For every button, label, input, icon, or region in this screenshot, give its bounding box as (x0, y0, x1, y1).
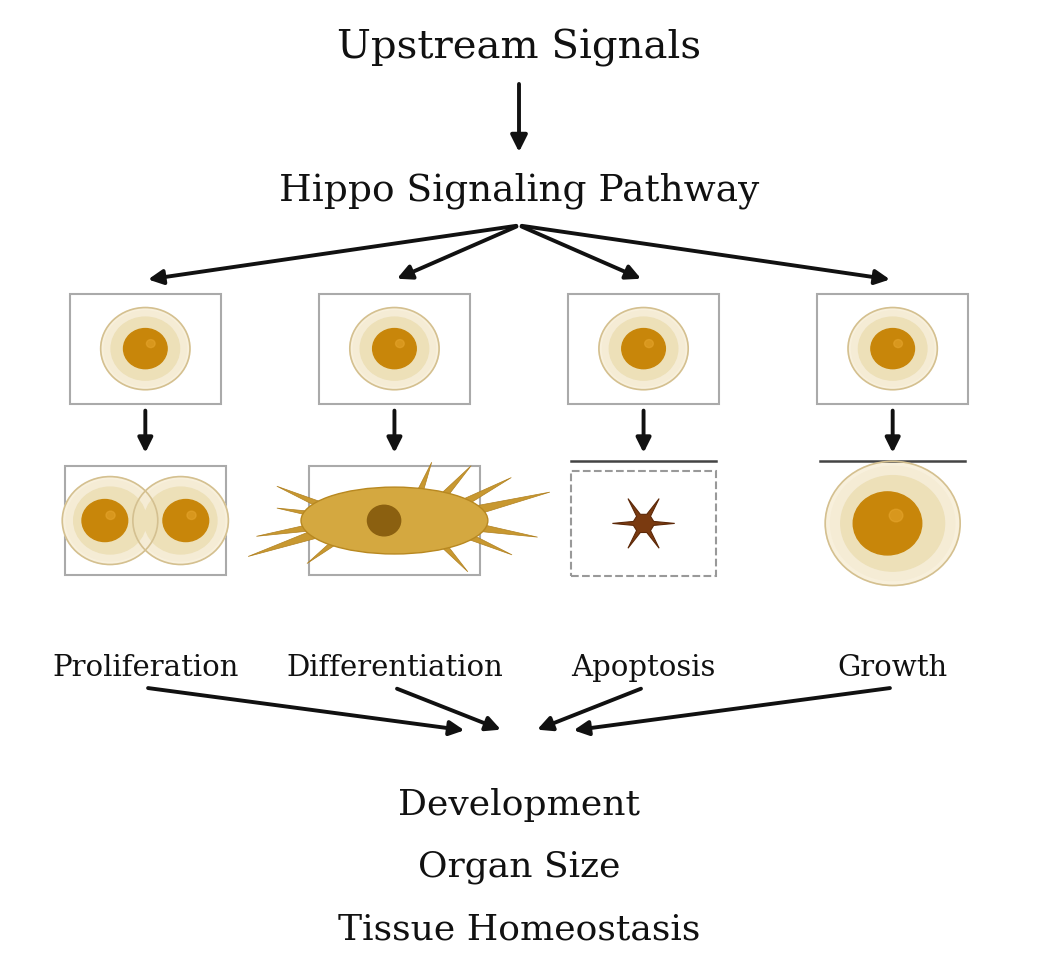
Circle shape (890, 510, 903, 522)
Circle shape (622, 329, 665, 369)
Circle shape (62, 477, 158, 564)
Circle shape (66, 480, 154, 561)
Text: Differentiation: Differentiation (286, 654, 502, 683)
Ellipse shape (301, 488, 488, 554)
Circle shape (104, 311, 187, 386)
Circle shape (163, 500, 209, 541)
Circle shape (124, 329, 167, 369)
Circle shape (851, 311, 934, 386)
Text: Upstream Signals: Upstream Signals (337, 29, 701, 67)
Text: Development: Development (398, 788, 640, 822)
Circle shape (645, 339, 653, 348)
Circle shape (133, 477, 228, 564)
Bar (818, 293, 967, 403)
Circle shape (599, 308, 688, 390)
Circle shape (367, 506, 401, 535)
Bar (309, 466, 480, 576)
Circle shape (82, 500, 128, 541)
Circle shape (894, 339, 902, 348)
Text: Hippo Signaling Pathway: Hippo Signaling Pathway (279, 173, 759, 209)
Polygon shape (277, 508, 334, 521)
Polygon shape (612, 499, 675, 548)
Circle shape (858, 317, 927, 380)
Circle shape (146, 339, 155, 348)
Circle shape (111, 317, 180, 380)
Circle shape (871, 329, 914, 369)
Circle shape (609, 317, 678, 380)
Polygon shape (455, 519, 538, 537)
Circle shape (841, 476, 945, 571)
Circle shape (101, 308, 190, 390)
Text: Growth: Growth (838, 654, 948, 683)
Circle shape (144, 488, 217, 554)
Polygon shape (432, 532, 468, 572)
Text: Tissue Homeostasis: Tissue Homeostasis (337, 912, 701, 946)
Bar (65, 466, 226, 576)
Bar (569, 293, 718, 403)
Circle shape (187, 511, 196, 519)
Polygon shape (445, 478, 512, 515)
Circle shape (395, 339, 404, 348)
Circle shape (137, 480, 224, 561)
Text: Apoptosis: Apoptosis (571, 654, 716, 683)
Circle shape (360, 317, 429, 380)
Polygon shape (412, 462, 432, 504)
Polygon shape (431, 466, 471, 509)
Text: Organ Size: Organ Size (417, 850, 621, 884)
Text: Proliferation: Proliferation (52, 654, 239, 683)
Bar (320, 293, 470, 403)
Circle shape (830, 467, 955, 580)
Circle shape (848, 308, 937, 390)
Circle shape (353, 311, 436, 386)
Polygon shape (453, 492, 550, 521)
Polygon shape (248, 522, 338, 556)
Circle shape (350, 308, 439, 390)
Polygon shape (307, 530, 350, 563)
Bar (571, 471, 716, 576)
Circle shape (373, 329, 416, 369)
Circle shape (74, 488, 146, 554)
Polygon shape (256, 519, 334, 536)
Polygon shape (448, 525, 512, 554)
Circle shape (825, 462, 960, 585)
Circle shape (106, 511, 115, 519)
Bar (71, 293, 221, 403)
Circle shape (602, 311, 685, 386)
Polygon shape (277, 487, 340, 516)
Circle shape (853, 492, 922, 554)
